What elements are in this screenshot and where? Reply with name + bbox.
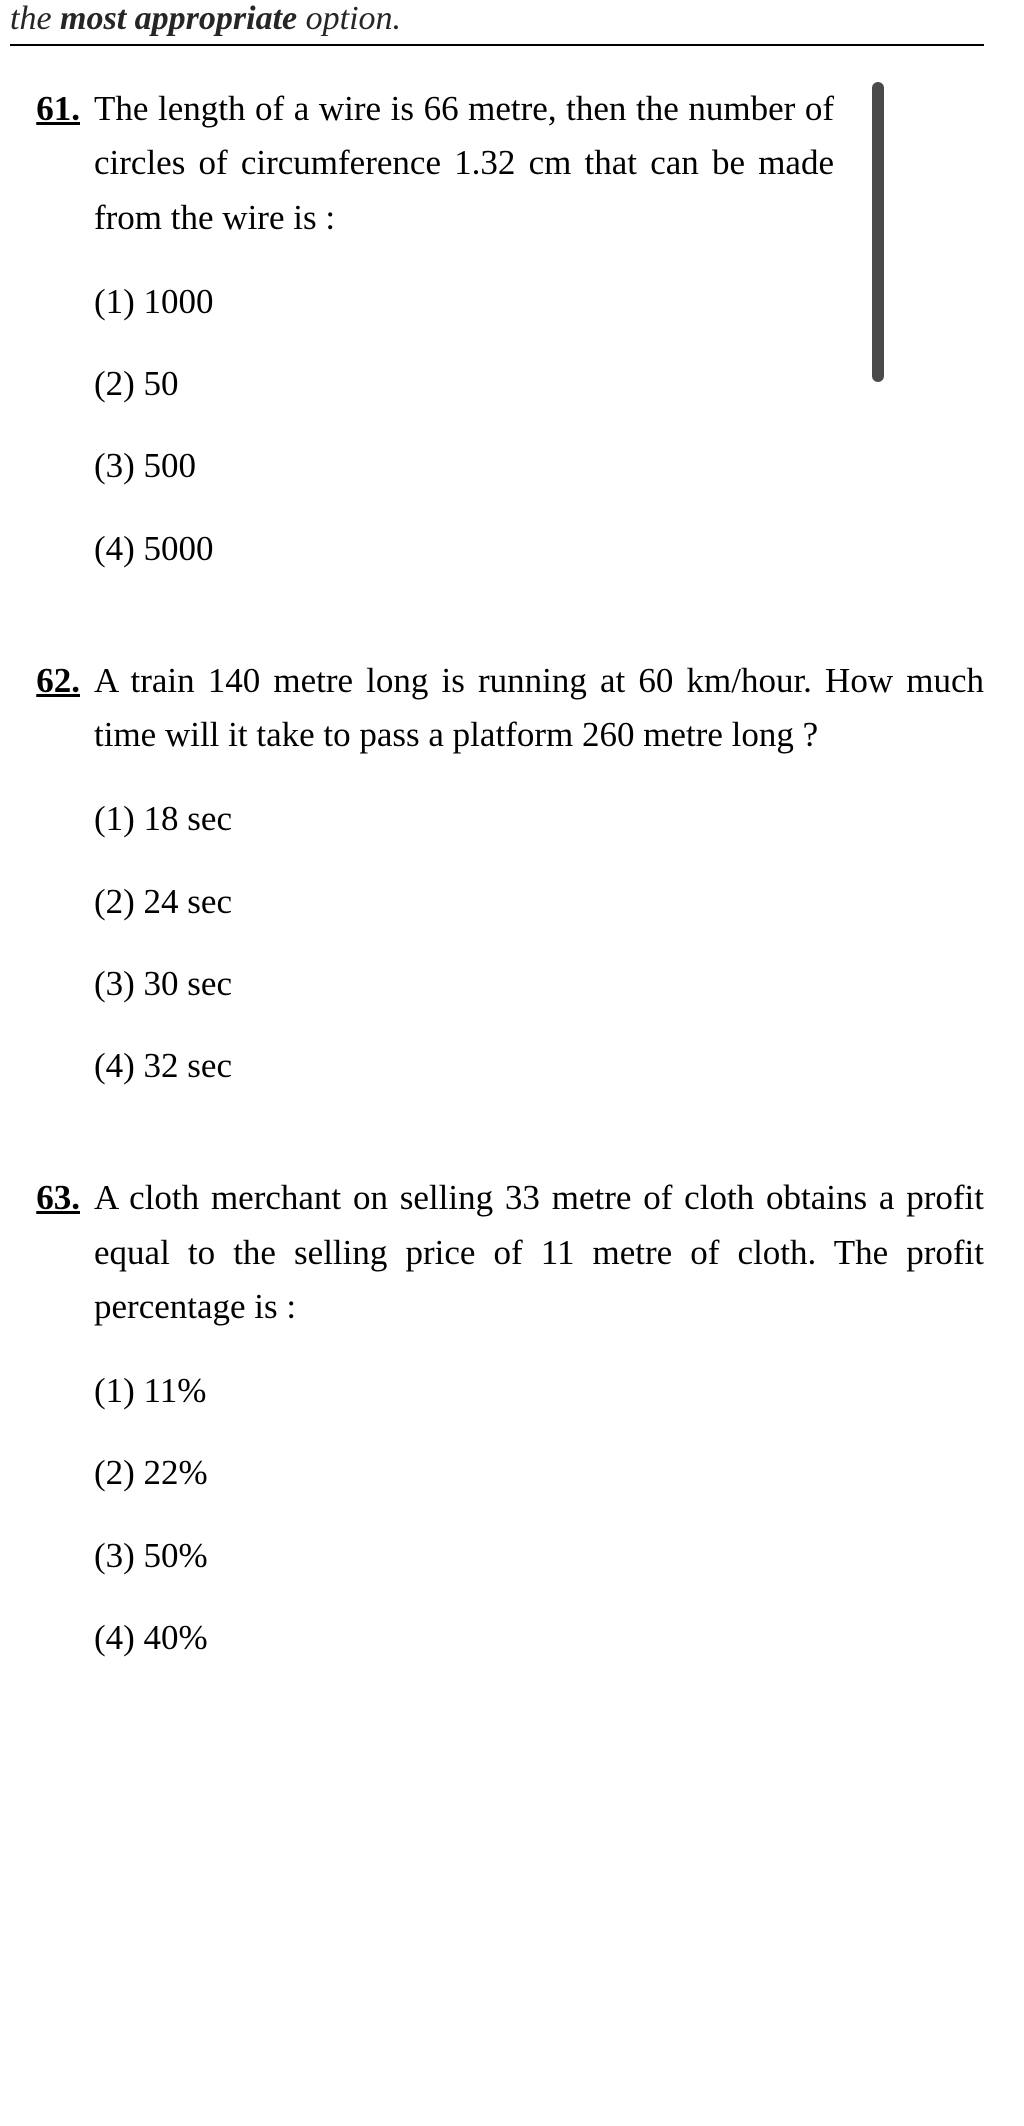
option-4[interactable]: (4) 40% (94, 1611, 984, 1665)
question-main: The length of a wire is 66 metre, then t… (94, 82, 854, 604)
question-text: The length of a wire is 66 metre, then t… (94, 82, 834, 245)
option-4[interactable]: (4) 32 sec (94, 1039, 984, 1093)
rubric-line: the most appropriate option. (10, 0, 984, 44)
rubric-prefix: the (10, 0, 60, 37)
question-text: A train 140 metre long is running at 60 … (94, 654, 984, 763)
rubric-bold: most appropriate (60, 0, 306, 37)
option-1[interactable]: (1) 18 sec (94, 792, 984, 846)
question-number: 61. (10, 82, 94, 136)
options: (1) 1000 (2) 50 (3) 500 (4) 5000 (94, 275, 834, 576)
scrollbar[interactable] (872, 82, 886, 502)
option-3[interactable]: (3) 500 (94, 439, 834, 493)
question-body: A cloth merchant on selling 33 metre of … (94, 1171, 984, 1693)
question-number: 63. (10, 1171, 94, 1225)
question-body: A train 140 metre long is running at 60 … (94, 654, 984, 1122)
question-61: 61. The length of a wire is 66 metre, th… (10, 82, 984, 604)
page: the most appropriate option. 61. The len… (0, 0, 1024, 1803)
options: (1) 18 sec (2) 24 sec (3) 30 sec (4) 32 … (94, 792, 984, 1093)
question-text: A cloth merchant on selling 33 metre of … (94, 1171, 984, 1334)
question-number: 62. (10, 654, 94, 708)
options: (1) 11% (2) 22% (3) 50% (4) 40% (94, 1364, 984, 1665)
option-3[interactable]: (3) 30 sec (94, 957, 984, 1011)
option-1[interactable]: (1) 1000 (94, 275, 834, 329)
option-3[interactable]: (3) 50% (94, 1529, 984, 1583)
option-4[interactable]: (4) 5000 (94, 522, 834, 576)
question-62: 62. A train 140 metre long is running at… (10, 654, 984, 1122)
question-body: The length of a wire is 66 metre, then t… (94, 82, 984, 604)
option-1[interactable]: (1) 11% (94, 1364, 984, 1418)
question-63: 63. A cloth merchant on selling 33 metre… (10, 1171, 984, 1693)
scroll-thumb[interactable] (872, 82, 884, 382)
divider (10, 44, 984, 46)
option-2[interactable]: (2) 24 sec (94, 875, 984, 929)
option-2[interactable]: (2) 22% (94, 1446, 984, 1500)
rubric-suffix: option. (306, 0, 401, 37)
option-2[interactable]: (2) 50 (94, 357, 834, 411)
